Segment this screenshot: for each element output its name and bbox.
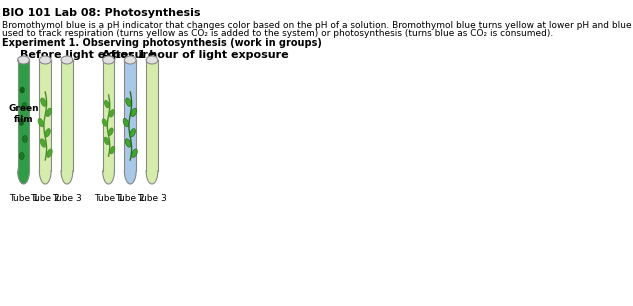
Ellipse shape (19, 152, 24, 159)
Text: BIO 101 Lab 08: Photosynthesis: BIO 101 Lab 08: Photosynthesis (3, 8, 201, 18)
Ellipse shape (108, 128, 113, 136)
Bar (61, 60, 73, 171)
Text: Tube 2: Tube 2 (115, 194, 145, 203)
Bar (39, 60, 51, 171)
Text: After 1 hour of light exposure: After 1 hour of light exposure (102, 50, 289, 60)
Ellipse shape (104, 100, 110, 108)
Ellipse shape (39, 56, 51, 64)
Ellipse shape (125, 139, 131, 147)
Ellipse shape (146, 158, 158, 184)
Ellipse shape (22, 136, 27, 143)
Ellipse shape (18, 118, 24, 125)
Ellipse shape (125, 56, 136, 64)
Ellipse shape (123, 118, 128, 127)
Ellipse shape (130, 129, 135, 137)
Ellipse shape (110, 110, 115, 117)
Ellipse shape (18, 158, 29, 184)
Bar (146, 60, 158, 171)
Text: Tube 2: Tube 2 (30, 194, 60, 203)
Ellipse shape (125, 158, 136, 184)
Ellipse shape (46, 108, 51, 117)
Text: Before light exposure: Before light exposure (20, 50, 156, 60)
Text: Experiment 1. Observing photosynthesis (work in groups): Experiment 1. Observing photosynthesis (… (3, 38, 322, 48)
Ellipse shape (110, 146, 115, 154)
Ellipse shape (146, 56, 158, 64)
Text: Green
film: Green film (8, 104, 39, 124)
Ellipse shape (132, 149, 137, 157)
Text: Tube 3: Tube 3 (137, 194, 167, 203)
Ellipse shape (18, 56, 29, 64)
Bar (103, 60, 115, 171)
Bar (125, 60, 136, 171)
Ellipse shape (20, 87, 25, 93)
Ellipse shape (131, 108, 137, 117)
Ellipse shape (47, 149, 53, 157)
Ellipse shape (61, 56, 73, 64)
Ellipse shape (103, 56, 115, 64)
Text: Tube 1: Tube 1 (94, 194, 123, 203)
Text: used to track respiration (turns yellow as CO₂ is added to the system) or photos: used to track respiration (turns yellow … (3, 29, 553, 38)
Ellipse shape (39, 158, 51, 184)
Ellipse shape (61, 158, 73, 184)
Text: Tube 3: Tube 3 (52, 194, 82, 203)
Ellipse shape (103, 158, 115, 184)
Ellipse shape (104, 137, 109, 145)
Ellipse shape (45, 129, 51, 137)
Ellipse shape (22, 103, 27, 110)
Ellipse shape (41, 98, 46, 106)
Ellipse shape (102, 119, 107, 126)
Ellipse shape (38, 118, 44, 127)
Text: Tube 1: Tube 1 (9, 194, 39, 203)
Ellipse shape (126, 98, 131, 106)
Bar (18, 60, 29, 171)
Text: Bromothymol blue is a pH indicator that changes color based on the pH of a solut: Bromothymol blue is a pH indicator that … (3, 21, 633, 30)
Ellipse shape (41, 139, 46, 147)
